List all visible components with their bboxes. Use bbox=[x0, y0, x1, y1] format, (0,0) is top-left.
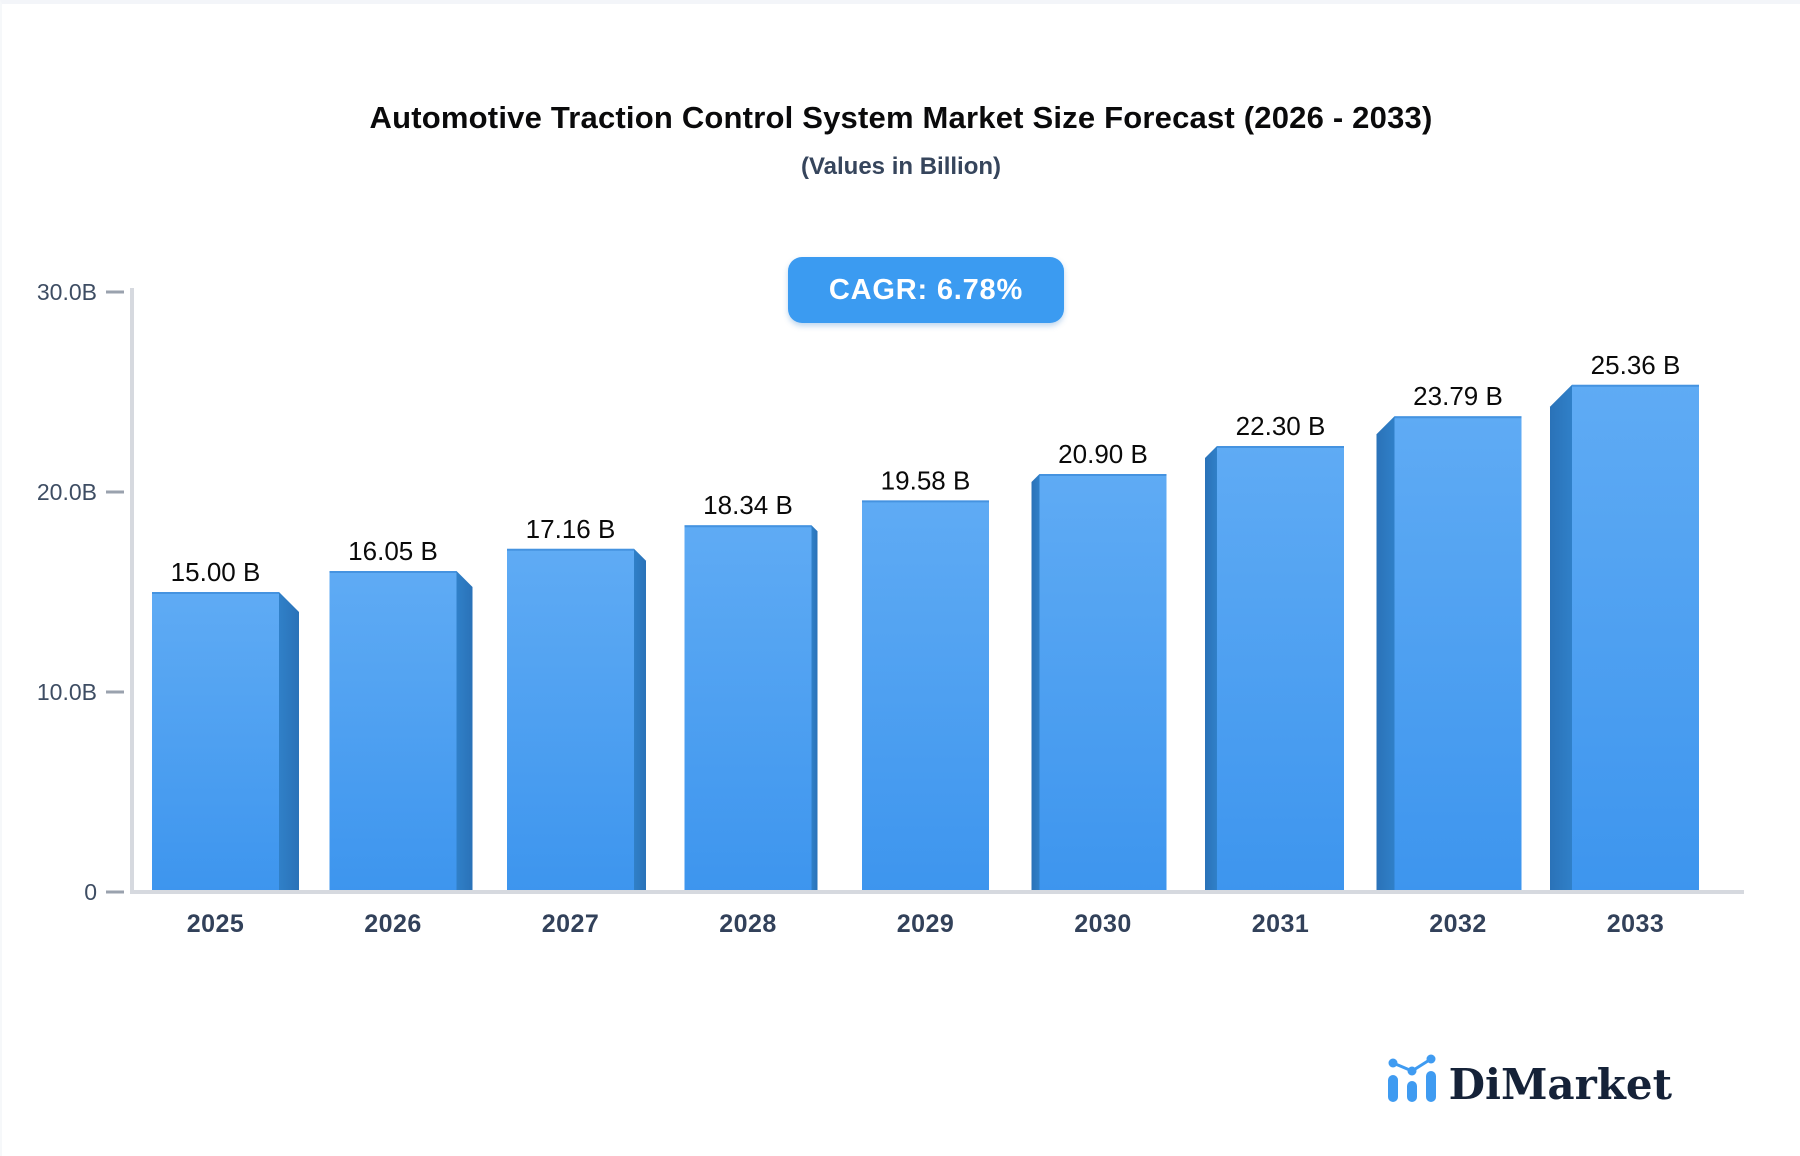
bar-side-2033 bbox=[1550, 384, 1572, 892]
x-axis-label-2030: 2030 bbox=[1074, 910, 1132, 938]
bar-side-2028 bbox=[811, 525, 818, 892]
bar-2029[interactable] bbox=[862, 500, 989, 892]
brand-name: DiMarket bbox=[1448, 1060, 1672, 1109]
y-axis-tick-label: 20.0B bbox=[37, 479, 97, 505]
bar-value-label-2026: 16.05 B bbox=[348, 536, 438, 566]
bar-2025[interactable] bbox=[152, 592, 279, 892]
x-axis-label-2026: 2026 bbox=[364, 910, 422, 938]
bar-side-2032 bbox=[1376, 416, 1395, 892]
y-axis-tick-label: 10.0B bbox=[37, 679, 97, 705]
bar-2027[interactable] bbox=[507, 548, 634, 892]
bar-2030[interactable] bbox=[1039, 474, 1167, 892]
bar-2026[interactable] bbox=[329, 571, 457, 892]
bar-value-label-2032: 23.79 B bbox=[1413, 381, 1503, 411]
y-axis-tick-label: 0 bbox=[84, 879, 97, 905]
chart-title: Automotive Traction Control System Marke… bbox=[369, 100, 1433, 135]
bar-value-label-2029: 19.58 B bbox=[881, 465, 971, 495]
bar-side-2027 bbox=[634, 548, 646, 892]
cagr-badge-label: CAGR: 6.78% bbox=[828, 273, 1024, 306]
x-axis-label-2028: 2028 bbox=[719, 910, 777, 938]
x-axis-label-2031: 2031 bbox=[1252, 910, 1310, 938]
bar-2028[interactable] bbox=[684, 525, 812, 892]
bar-2031[interactable] bbox=[1217, 446, 1344, 892]
x-axis-label-2027: 2027 bbox=[542, 910, 600, 938]
x-axis-label-2029: 2029 bbox=[897, 910, 955, 938]
bar-side-2031 bbox=[1205, 446, 1217, 892]
brand-logo: DiMarket bbox=[1387, 1054, 1672, 1106]
bar-value-label-2027: 17.16 B bbox=[526, 514, 616, 544]
chart-subtitle: (Values in Billion) bbox=[800, 153, 1002, 180]
bar-side-2025 bbox=[279, 592, 299, 892]
bar-value-label-2025: 15.00 B bbox=[171, 557, 261, 587]
x-axis-label-2025: 2025 bbox=[187, 910, 245, 938]
x-axis-label-2032: 2032 bbox=[1429, 910, 1487, 938]
bar-value-label-2033: 25.36 B bbox=[1591, 350, 1681, 380]
bar-value-label-2031: 22.30 B bbox=[1236, 411, 1326, 441]
bar-2032[interactable] bbox=[1394, 416, 1522, 892]
x-axis-label-2033: 2033 bbox=[1607, 910, 1665, 938]
y-axis-line bbox=[130, 288, 134, 894]
bar-chart: 15.00 B 2025 16.05 B 2026 17.16 B 2027 18.34 B… bbox=[37, 279, 1744, 938]
bar-side-2030 bbox=[1031, 474, 1040, 892]
bar-2033[interactable] bbox=[1572, 384, 1699, 892]
bar-value-label-2030: 20.90 B bbox=[1058, 439, 1148, 469]
x-axis-line bbox=[130, 890, 1744, 894]
bar-value-label-2028: 18.34 B bbox=[703, 490, 793, 520]
mini-bar-chart-logo-icon bbox=[1387, 1054, 1436, 1102]
cagr-badge: CAGR: 6.78% bbox=[788, 257, 1064, 323]
y-axis-tick-label: 30.0B bbox=[37, 279, 97, 305]
bar-side-2026 bbox=[456, 571, 473, 892]
